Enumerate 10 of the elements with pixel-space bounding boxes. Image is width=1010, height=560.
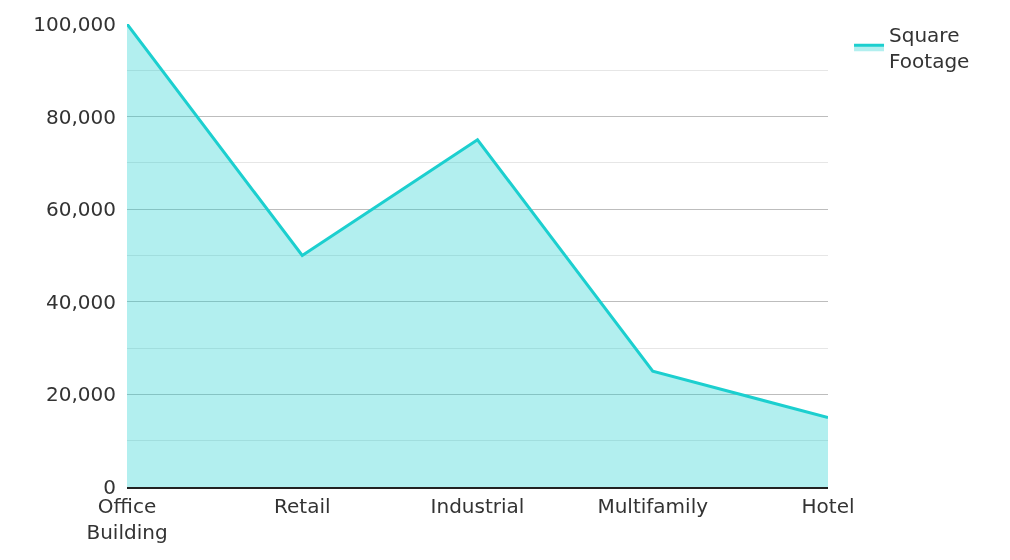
x-tick-label: Multifamily	[597, 494, 709, 518]
x-tick-label: Industrial	[430, 494, 525, 518]
y-tick-label: 20,000	[46, 382, 116, 407]
legend-label: Square Footage	[889, 23, 970, 74]
y-tick-label: 100,000	[33, 12, 116, 36]
y-tick-label: 60,000	[46, 197, 116, 222]
y-tick-label: 80,000	[46, 104, 116, 129]
x-tick-label: Hotel	[801, 494, 855, 518]
x-tick-label: Retail	[273, 494, 331, 518]
y-tick-label: 40,000	[46, 289, 116, 314]
